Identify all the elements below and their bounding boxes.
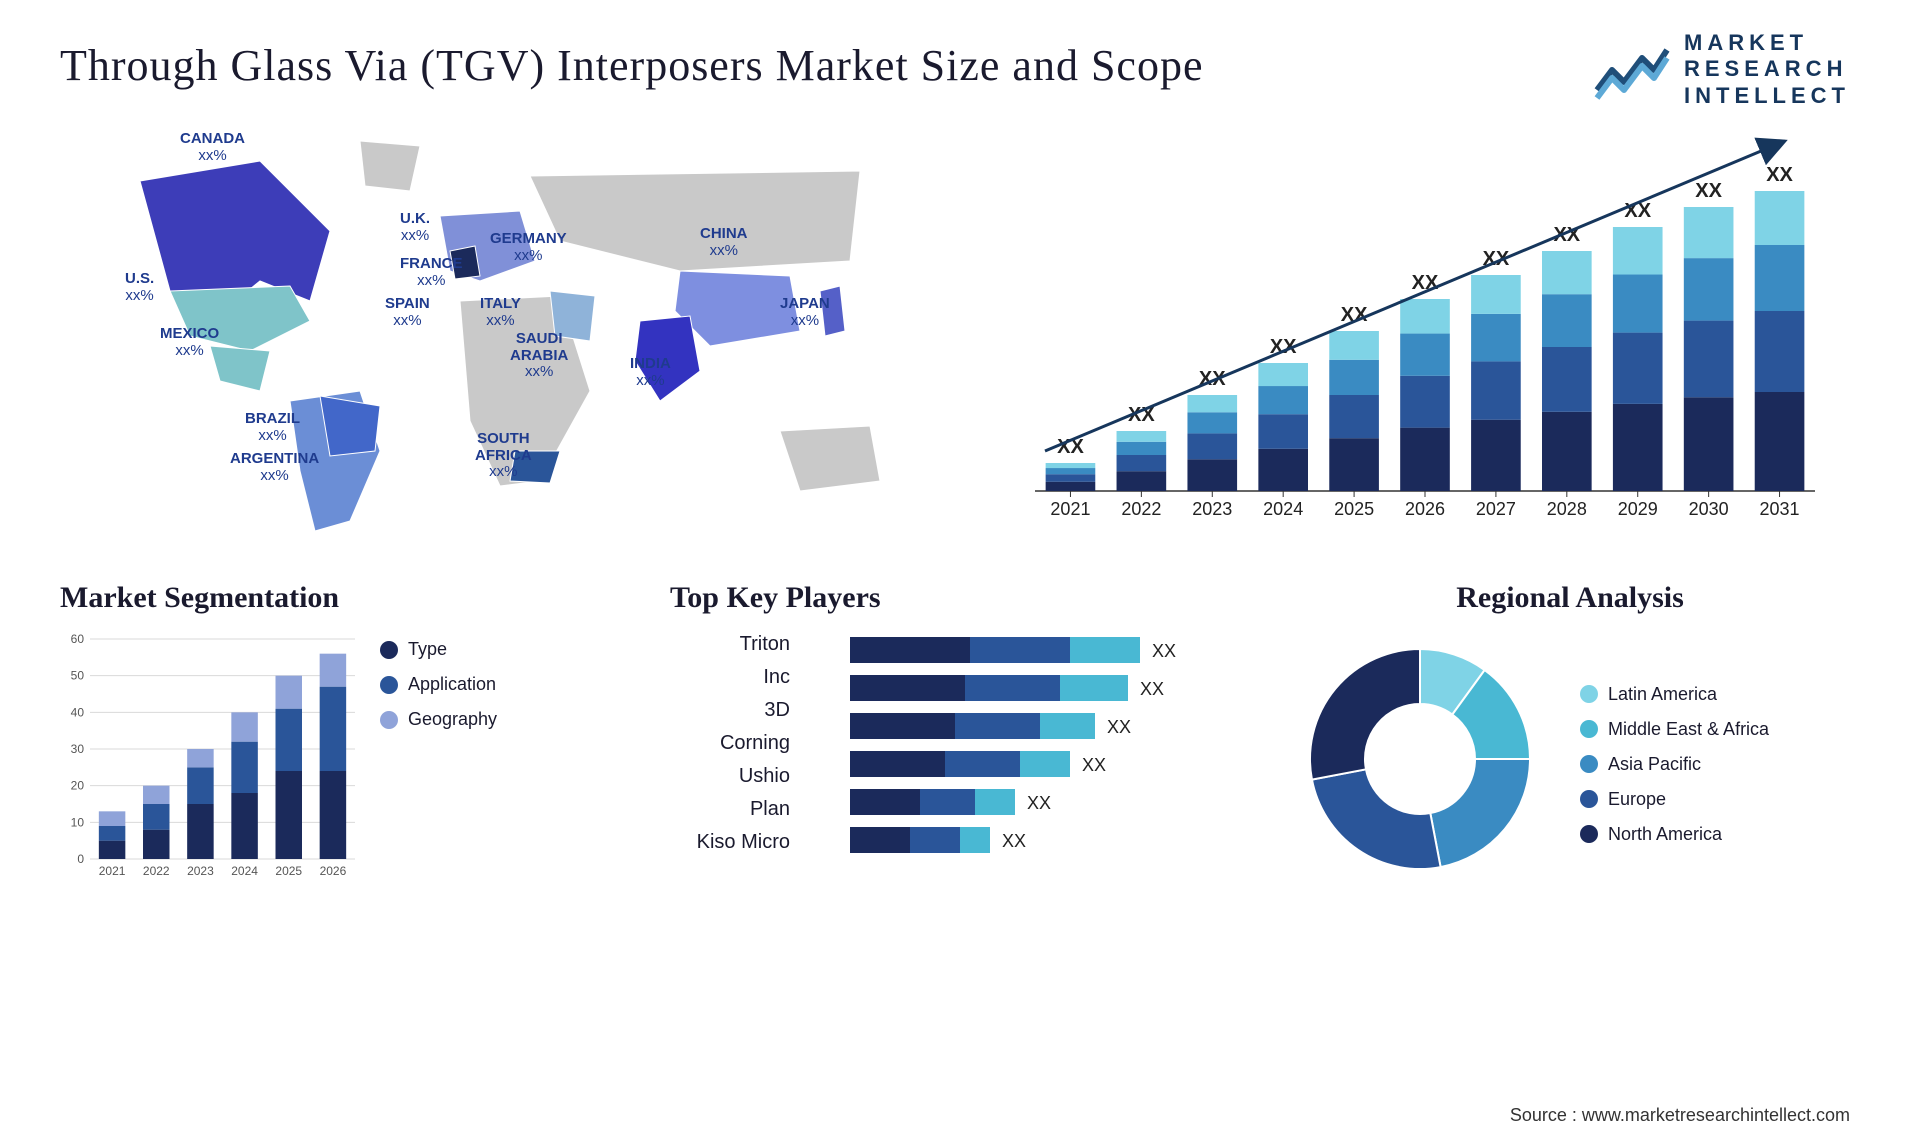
- svg-text:2022: 2022: [143, 864, 170, 878]
- svg-text:10: 10: [71, 815, 85, 829]
- svg-text:2029: 2029: [1618, 499, 1658, 519]
- svg-text:30: 30: [71, 742, 85, 756]
- map-label-u-s-: U.S.xx%: [125, 271, 154, 304]
- players-panel: Top Key Players Triton Inc 3D Corning Ushio P…: [670, 581, 1250, 889]
- player-name: Ushio: [670, 765, 790, 788]
- legend-item: Type: [380, 639, 497, 660]
- svg-text:2026: 2026: [320, 864, 347, 878]
- players-title: Top Key Players: [670, 581, 1250, 615]
- market-growth-chart: XX2021XX2022XX2023XX2024XX2025XX2026XX20…: [990, 121, 1860, 541]
- map-label-mexico: MEXICOxx%: [160, 326, 219, 359]
- svg-text:2021: 2021: [99, 864, 126, 878]
- svg-text:2026: 2026: [1405, 499, 1445, 519]
- svg-text:2028: 2028: [1547, 499, 1587, 519]
- regional-legend: Latin America Middle East & Africa Asia Pa…: [1580, 674, 1769, 845]
- legend-item: North America: [1580, 824, 1769, 845]
- map-label-china: CHINAxx%: [700, 226, 748, 259]
- segmentation-chart: 0 10 20 30 40 50 60 2021 2022 2023 2024 2025 2026: [60, 629, 360, 889]
- world-map: CANADAxx% U.S.xx%MEXICOxx% BRAZILxx% ARGENT…: [60, 121, 960, 541]
- svg-text:20: 20: [71, 779, 85, 793]
- regional-title: Regional Analysis: [1280, 581, 1860, 615]
- map-label-u-k-: U.K.xx%: [400, 211, 430, 244]
- svg-text:2027: 2027: [1476, 499, 1516, 519]
- logo-icon: [1592, 40, 1672, 100]
- svg-text:2030: 2030: [1689, 499, 1729, 519]
- svg-text:2024: 2024: [231, 864, 258, 878]
- svg-text:XX: XX: [1140, 679, 1164, 699]
- regional-donut: [1280, 629, 1560, 889]
- map-label-spain: SPAINxx%: [385, 296, 430, 329]
- legend-item: Latin America: [1580, 684, 1769, 705]
- map-label-argentina: ARGENTINAxx%: [230, 451, 319, 484]
- player-name: Triton: [670, 633, 790, 656]
- svg-text:2022: 2022: [1121, 499, 1161, 519]
- segmentation-panel: Market Segmentation 0 10 20 30 40 50 60 2021 202…: [60, 581, 640, 889]
- svg-text:2031: 2031: [1760, 499, 1800, 519]
- regional-panel: Regional Analysis Latin America Middle Ea…: [1280, 581, 1860, 889]
- svg-text:2023: 2023: [187, 864, 214, 878]
- svg-text:40: 40: [71, 705, 85, 719]
- svg-text:2024: 2024: [1263, 499, 1303, 519]
- svg-text:XX: XX: [1082, 755, 1106, 775]
- map-label-india: INDIAxx%: [630, 356, 671, 389]
- player-name: Kiso Micro: [670, 831, 790, 854]
- segmentation-title: Market Segmentation: [60, 581, 640, 615]
- svg-text:XX: XX: [1695, 180, 1722, 202]
- svg-text:0: 0: [77, 852, 84, 866]
- svg-text:XX: XX: [1027, 793, 1051, 813]
- legend-item: Asia Pacific: [1580, 754, 1769, 775]
- map-label-germany: GERMANYxx%: [490, 231, 567, 264]
- svg-text:2025: 2025: [275, 864, 302, 878]
- map-label-canada: CANADAxx%: [180, 131, 245, 164]
- player-name: Plan: [670, 798, 790, 821]
- map-label-south-africa: SOUTHAFRICAxx%: [475, 431, 532, 481]
- logo-line2: RESEARCH: [1684, 56, 1850, 82]
- player-name: Corning: [670, 732, 790, 755]
- legend-item: Middle East & Africa: [1580, 719, 1769, 740]
- logo-line1: MARKET: [1684, 30, 1850, 56]
- svg-text:XX: XX: [1002, 831, 1026, 851]
- legend-item: Application: [380, 674, 497, 695]
- map-label-france: FRANCExx%: [400, 256, 463, 289]
- svg-text:50: 50: [71, 669, 85, 683]
- map-label-italy: ITALYxx%: [480, 296, 521, 329]
- brand-logo: MARKET RESEARCH INTELLECT: [1592, 30, 1850, 109]
- source-label: Source : www.marketresearchintellect.com: [1510, 1105, 1850, 1126]
- segmentation-legend: Type Application Geography: [380, 629, 497, 889]
- svg-text:XX: XX: [1107, 717, 1131, 737]
- map-label-brazil: BRAZILxx%: [245, 411, 300, 444]
- map-label-saudi-arabia: SAUDIARABIAxx%: [510, 331, 568, 381]
- svg-text:XX: XX: [1766, 164, 1793, 186]
- svg-text:2021: 2021: [1050, 499, 1090, 519]
- players-list: Triton Inc 3D Corning Ushio Plan Kiso Micro: [670, 629, 790, 889]
- svg-text:2025: 2025: [1334, 499, 1374, 519]
- svg-text:XX: XX: [1152, 641, 1176, 661]
- players-chart: XXXXXXXXXXXX: [810, 629, 1250, 889]
- svg-text:XX: XX: [1199, 368, 1226, 390]
- map-label-japan: JAPANxx%: [780, 296, 830, 329]
- player-name: Inc: [670, 666, 790, 689]
- page-title: Through Glass Via (TGV) Interposers Mark…: [60, 40, 1860, 91]
- legend-item: Europe: [1580, 789, 1769, 810]
- logo-line3: INTELLECT: [1684, 83, 1850, 109]
- legend-item: Geography: [380, 709, 497, 730]
- svg-text:2023: 2023: [1192, 499, 1232, 519]
- player-name: 3D: [670, 699, 790, 722]
- svg-text:60: 60: [71, 632, 85, 646]
